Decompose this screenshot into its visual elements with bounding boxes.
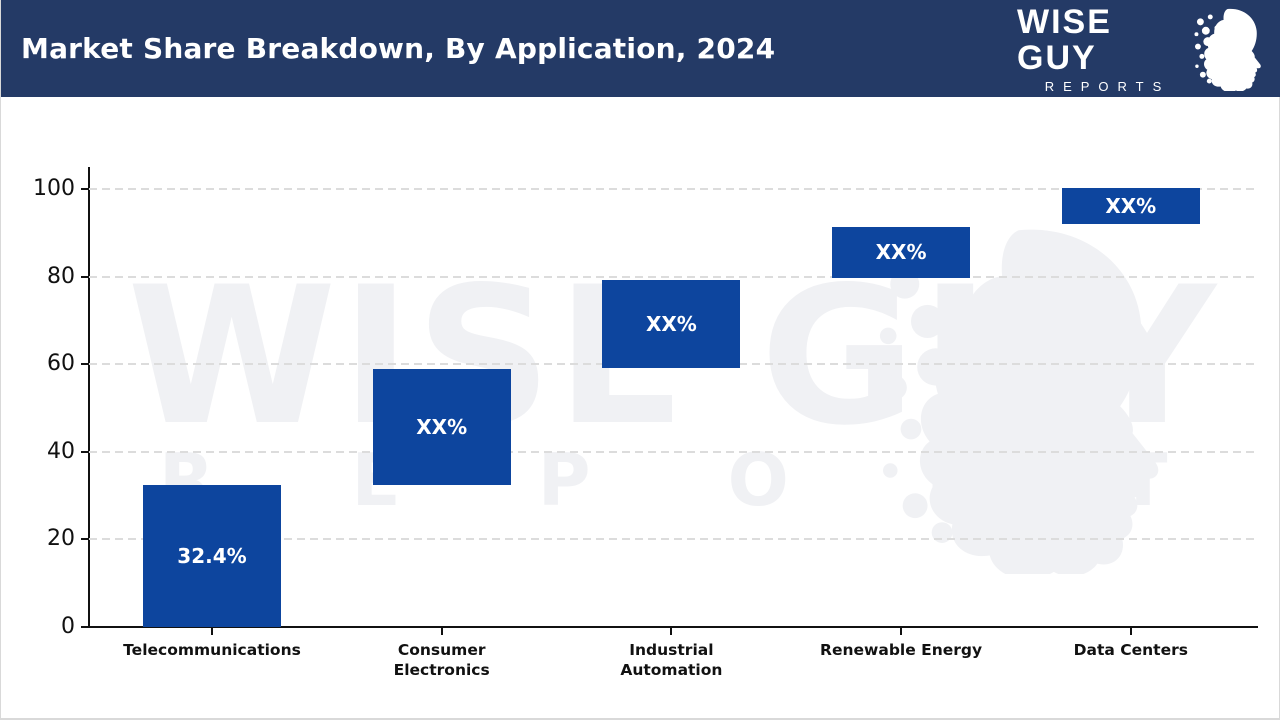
x-tick xyxy=(211,628,213,635)
waterfall-bar: 32.4% xyxy=(143,485,281,627)
bar-value-label: XX% xyxy=(416,414,468,439)
y-gridline xyxy=(89,275,1257,278)
waterfall-bar: XX% xyxy=(832,226,971,278)
y-tick-label: 80 xyxy=(47,263,75,289)
waterfall-bar: XX% xyxy=(1061,187,1200,225)
x-category-label: Industrial Automation xyxy=(620,641,723,679)
x-tick xyxy=(440,628,443,635)
waterfall-bar: XX% xyxy=(602,279,741,368)
y-tick-label: 20 xyxy=(47,526,75,552)
y-gridline xyxy=(89,450,1257,453)
waterfall-bar: XX% xyxy=(372,368,511,486)
y-tick xyxy=(81,450,88,453)
wiseguy-head-logo-icon xyxy=(1194,8,1261,91)
logo-subtitle: REPORTS xyxy=(1044,79,1171,94)
y-gridline xyxy=(89,188,1257,190)
y-tick xyxy=(81,275,88,278)
y-tick xyxy=(81,538,88,541)
wiseguy-logo: WISE GUY REPORTS xyxy=(1017,3,1267,94)
logo-wordmark: WISE GUY xyxy=(1017,3,1112,77)
x-category-label: Data Centers xyxy=(1073,641,1188,659)
x-category-label: Renewable Energy xyxy=(820,641,983,659)
page-title: Market Share Breakdown, By Application, … xyxy=(21,32,776,65)
x-tick xyxy=(1129,628,1132,635)
x-tick xyxy=(670,628,673,635)
y-gridline xyxy=(89,538,1257,541)
bottom-border xyxy=(1,718,1280,720)
y-tick xyxy=(81,188,88,190)
x-category-label: Consumer Electronics xyxy=(393,641,490,679)
y-tick-label: 40 xyxy=(47,438,75,464)
watermark-text-reports: R E P O R T S xyxy=(159,438,1280,522)
bar-value-label: XX% xyxy=(875,240,927,265)
y-tick-label: 60 xyxy=(47,351,75,377)
y-tick-label: 100 xyxy=(33,176,75,201)
bar-value-label: 32.4% xyxy=(177,544,247,569)
y-axis-line xyxy=(88,167,90,628)
y-tick xyxy=(81,363,88,366)
bar-value-label: XX% xyxy=(1105,194,1157,219)
header-band: Market Share Breakdown, By Application, … xyxy=(1,0,1280,97)
x-tick xyxy=(900,628,903,635)
bar-value-label: XX% xyxy=(645,311,697,336)
x-axis-line xyxy=(88,626,1258,628)
x-category-label: Telecommunications xyxy=(123,641,301,659)
y-tick xyxy=(81,626,88,628)
y-tick-label: 0 xyxy=(61,614,75,639)
